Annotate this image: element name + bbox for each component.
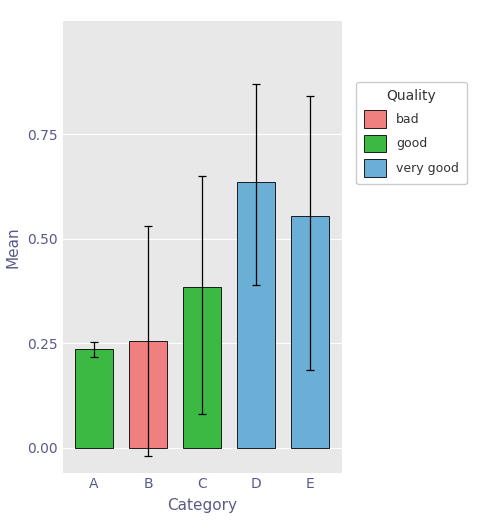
Bar [129,341,167,448]
X-axis label: Category: Category [167,499,237,513]
Bar [183,287,220,448]
Bar [237,182,274,448]
Bar [75,349,113,448]
Legend: bad, good, very good: bad, good, very good [355,82,466,184]
Y-axis label: Mean: Mean [5,226,20,268]
Bar [290,216,328,448]
